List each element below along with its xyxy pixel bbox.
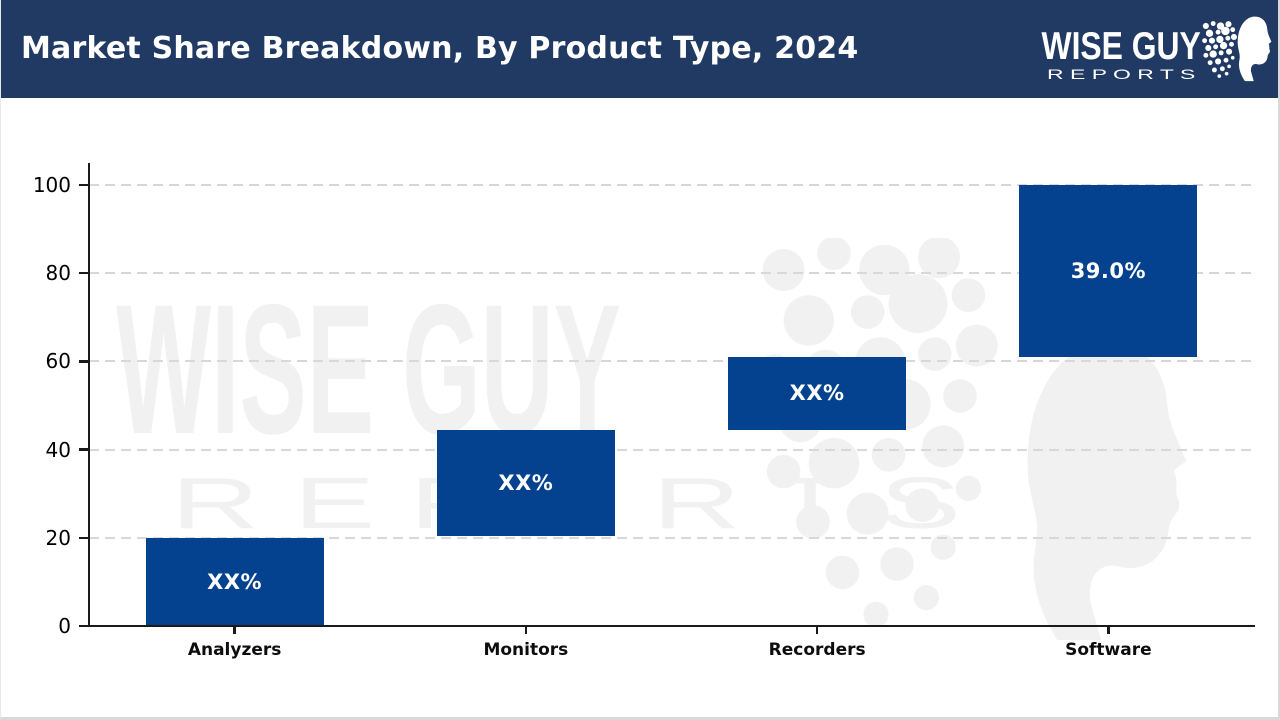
x-tick (524, 626, 528, 634)
bar-value-label: XX% (789, 381, 845, 406)
bar: XX% (145, 537, 324, 626)
logo-dots-icon (1202, 21, 1238, 78)
y-gridline (89, 184, 1254, 187)
bar: 39.0% (1019, 185, 1198, 358)
x-category-label: Software (1065, 640, 1152, 660)
x-tick (233, 626, 236, 634)
x-axis-spine (87, 624, 1255, 627)
bar: XX% (436, 429, 615, 536)
y-tick-label: 80 (45, 261, 71, 286)
page-title: Market Share Breakdown, By Product Type,… (21, 31, 859, 66)
x-tick (1107, 626, 1110, 634)
y-tick (79, 624, 89, 628)
header: Market Share Breakdown, By Product Type,… (1, 0, 1278, 98)
y-tick-label: 20 (45, 525, 71, 550)
y-gridline (89, 448, 1254, 451)
y-tick (79, 183, 89, 187)
bar-value-label: XX% (207, 569, 263, 594)
x-category-label: Monitors (483, 640, 569, 660)
y-gridline (89, 272, 1254, 275)
bar-value-label: XX% (498, 470, 554, 495)
wiseguy-logo: WISE GUY R E P O R T S (1042, 16, 1272, 82)
x-category-label: Analyzers (187, 640, 282, 660)
y-tick (79, 536, 89, 540)
y-tick-label: 60 (45, 349, 71, 374)
logo-wordmark: WISE GUY (1042, 25, 1201, 68)
y-tick (79, 271, 89, 275)
y-tick-label: 100 (32, 173, 71, 198)
y-gridline (89, 360, 1254, 363)
y-tick-label: 40 (45, 437, 71, 462)
logo-reports-text: R E P O R T S (1047, 66, 1195, 82)
bar: XX% (728, 357, 907, 430)
bar-value-label: 39.0% (1070, 259, 1147, 284)
y-gridline (89, 536, 1254, 539)
y-tick (79, 360, 89, 363)
y-axis-spine (87, 163, 90, 627)
y-tick (79, 448, 89, 451)
x-tick (815, 626, 819, 634)
logo-face-icon (1237, 16, 1272, 82)
y-tick-label: 0 (58, 614, 71, 638)
x-category-label: Recorders (768, 640, 866, 660)
